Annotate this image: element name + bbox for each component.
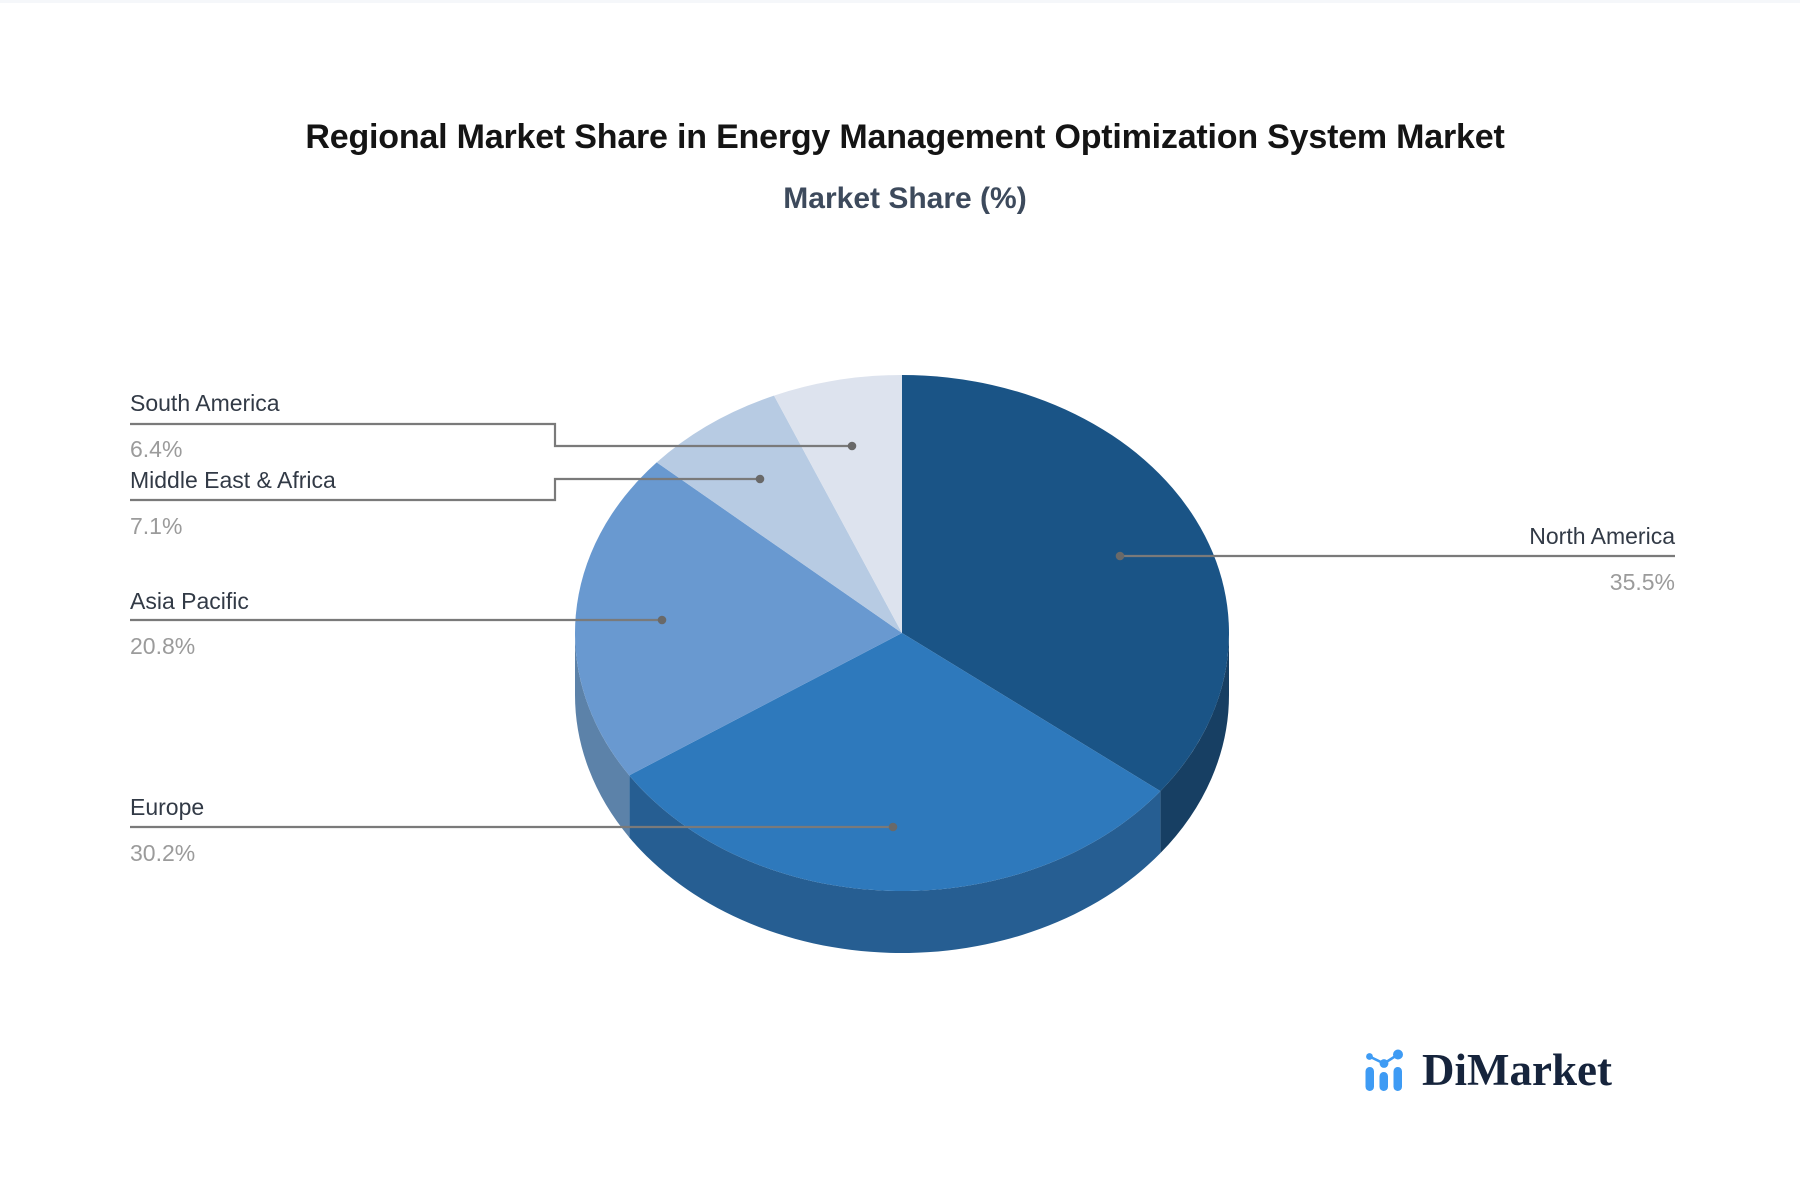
leader-dot-asia-pacific xyxy=(657,615,667,625)
pie-label-south-america: South America xyxy=(130,390,280,416)
pie-label-north-america: North America xyxy=(1529,523,1675,549)
pie-label-middle-east-africa: Middle East & Africa xyxy=(130,467,336,493)
pie-slice-asia-pacific[interactable] xyxy=(575,462,902,776)
top-border-strip xyxy=(0,0,1800,3)
chart-subtitle: Market Share (%) xyxy=(783,182,1027,215)
pie-value-north-america: 35.5% xyxy=(1609,569,1675,595)
leader-line-south-america xyxy=(130,422,852,448)
leader-line-middle-east-africa xyxy=(130,477,760,502)
brand-logo: DiMarket xyxy=(1364,1040,1612,1100)
bar-line-chart-icon xyxy=(1365,1049,1403,1091)
pie-slice-middle-east-africa[interactable] xyxy=(656,395,902,633)
brand-name: DiMarket xyxy=(1422,1045,1612,1095)
pie-side-asia-pacific xyxy=(575,633,630,838)
pie-value-asia-pacific: 20.8% xyxy=(130,633,196,659)
leader-dot-north-america xyxy=(1115,551,1125,561)
pie-value-south-america: 6.4% xyxy=(130,436,183,462)
pie-label-europe: Europe xyxy=(130,794,205,820)
pie-slice-north-america[interactable] xyxy=(902,375,1230,792)
pie-side-north-america xyxy=(1160,633,1229,854)
leader-dot-middle-east-africa xyxy=(755,474,765,484)
pie-value-europe: 30.2% xyxy=(130,840,196,866)
chart-title: Regional Market Share in Energy Manageme… xyxy=(305,118,1505,156)
pie-slice-south-america[interactable] xyxy=(774,375,902,633)
pie-side-europe xyxy=(629,775,1161,954)
pie-label-asia-pacific: Asia Pacific xyxy=(130,588,249,614)
leader-dot-south-america xyxy=(847,441,857,451)
pie-value-middle-east-africa: 7.1% xyxy=(130,513,183,539)
leader-dot-europe xyxy=(888,822,898,832)
